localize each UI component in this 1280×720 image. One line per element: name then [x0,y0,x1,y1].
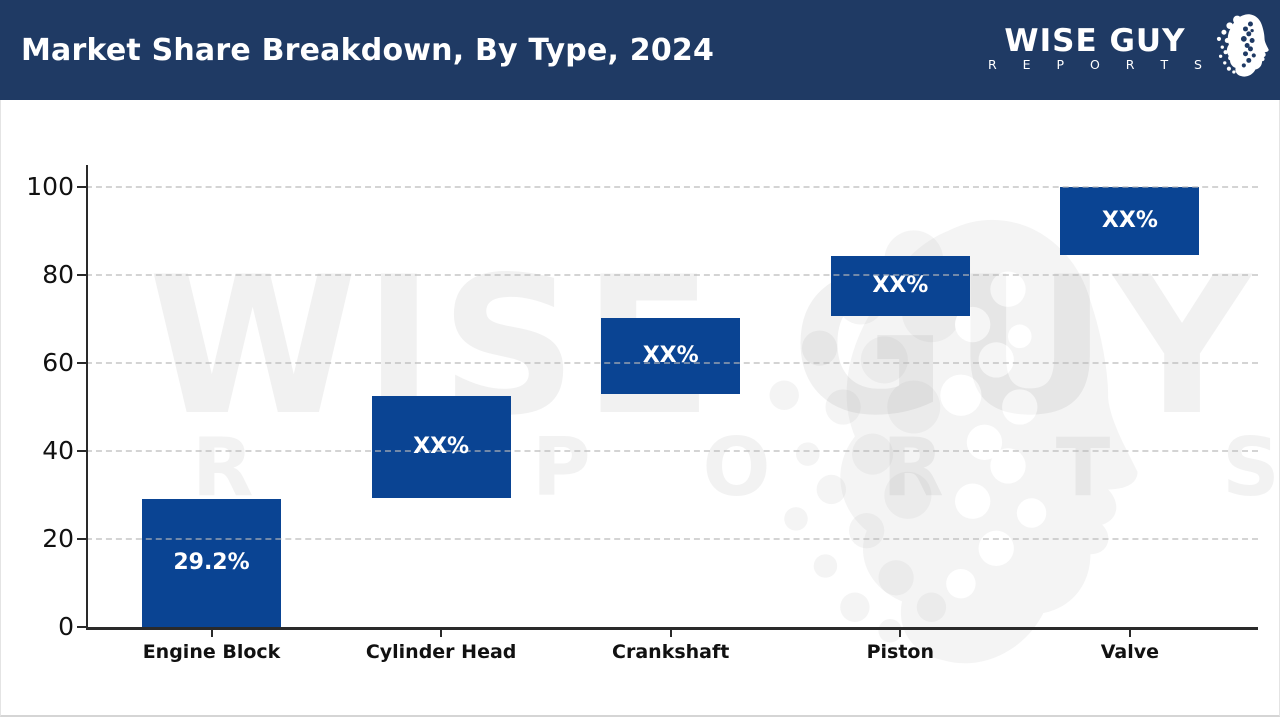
gridline-80 [86,274,1258,276]
bar-crankshaft [601,318,741,395]
x-tick-mark [899,630,902,637]
gridline-60 [86,362,1258,364]
logo-reports-text: R E P O R T S [987,57,1213,73]
y-tick-mark [77,186,86,188]
x-category-label-piston: Piston [866,641,934,663]
y-tick-label: 40 [42,436,74,465]
x-tick-mark [1128,630,1131,637]
y-tick-label: 20 [42,524,74,553]
x-tick-mark [210,630,213,637]
page-title: Market Share Breakdown, By Type, 2024 [21,32,715,68]
logo-wiseguy-text: WISE GUY [1004,23,1186,60]
x-category-label-engine-block: Engine Block [142,641,281,663]
gridline-40 [86,450,1258,452]
x-category-label-crankshaft: Crankshaft [612,641,730,663]
y-tick-label: 100 [26,172,74,201]
bar-value-label-cylinder-head: XX% [413,434,470,460]
y-tick-label: 0 [58,612,74,641]
x-category-label-valve: Valve [1100,641,1160,663]
bar-value-label-valve: XX% [1101,207,1158,233]
bar-valve [1060,187,1200,255]
y-tick-mark [77,626,86,628]
bar-value-label-crankshaft: XX% [642,343,699,369]
y-tick-mark [77,450,86,452]
y-tick-label: 80 [42,260,74,289]
header-bar: Market Share Breakdown, By Type, 2024 WI… [0,0,1280,100]
x-axis-line [86,627,1258,630]
wiseguy-logo: WISE GUY R E P O R T S [977,8,1272,88]
x-tick-mark [440,630,443,637]
x-category-label-cylinder-head: Cylinder Head [365,641,517,663]
bar-value-label-piston: XX% [872,273,929,299]
logo-wordmark: WISE GUY R E P O R T S [977,24,1213,72]
bar-engine-block [142,498,281,627]
watermark-reports-text: R E P O R T S [192,421,1280,514]
gridline-20 [86,538,1258,540]
y-axis-line [86,165,88,630]
bar-cylinder-head [371,396,511,499]
x-tick-mark [669,630,672,637]
y-tick-mark [77,538,86,540]
bar-value-label-engine-block: 29.2% [173,549,250,575]
y-tick-mark [77,362,86,364]
gridline-100 [86,186,1258,188]
y-tick-label: 60 [42,348,74,377]
wiseguy-face-icon [1216,14,1269,77]
y-tick-mark [77,274,86,276]
bar-piston [830,256,970,317]
